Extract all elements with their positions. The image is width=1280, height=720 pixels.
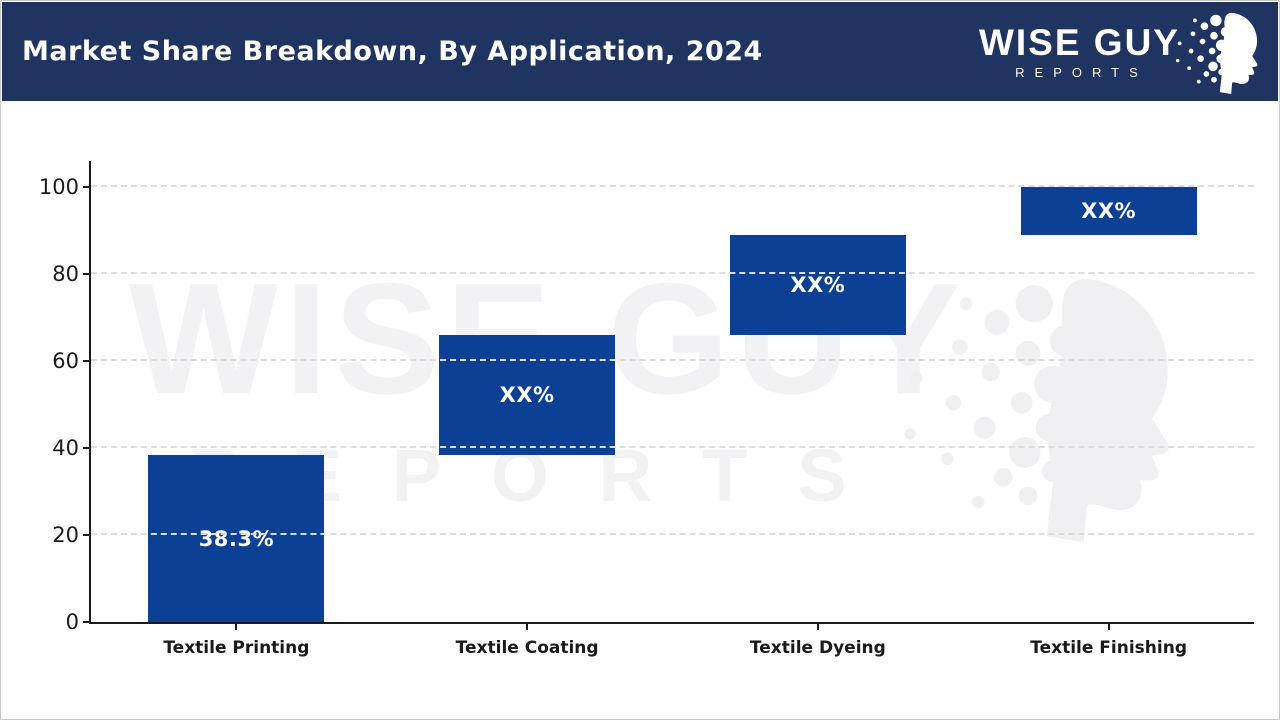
page-title: Market Share Breakdown, By Application, … [22,36,763,67]
y-tick-mark-40 [83,447,91,450]
x-tick-label-textile-coating: Textile Coating [455,638,599,658]
brand-head-icon [1175,12,1258,94]
y-tick-mark-20 [83,534,91,537]
gridline-80 [91,272,1254,275]
y-tick-label-20: 20 [52,523,79,548]
y-tick-mark-60 [83,360,91,363]
x-tick-label-textile-printing: Textile Printing [163,638,310,658]
brand-subname: REPORTS [1015,64,1148,80]
y-tick-label-100: 100 [38,175,79,200]
x-tick-mark-textile-printing [235,622,238,630]
gridline-100 [91,185,1254,188]
bar-value-label-textile-coating: XX% [499,383,555,408]
header-bar: Market Share Breakdown, By Application, … [2,2,1278,101]
x-tick-mark-textile-dyeing [816,622,819,630]
y-tick-label-80: 80 [52,262,79,287]
bar-textile-printing: 38.3% [148,455,325,622]
brand-name: WISE GUY [978,21,1180,63]
gridline-20 [91,533,1254,536]
y-tick-label-40: 40 [52,436,79,461]
y-tick-label-0: 0 [65,610,79,634]
y-tick-mark-80 [83,273,91,276]
bar-value-label-textile-printing: 38.3% [198,526,275,551]
x-tick-mark-textile-finishing [1107,622,1110,630]
bar-textile-finishing: XX% [1020,187,1197,235]
y-tick-mark-100 [83,186,91,189]
brand-logo: WISE GUY REPORTS [979,2,1268,101]
x-tick-label-textile-finishing: Textile Finishing [1030,638,1188,658]
bar-value-label-textile-dyeing: XX% [790,272,846,297]
y-tick-label-60: 60 [52,349,79,374]
gridline-60 [91,359,1254,362]
plot-area: 0 20 40 60 80 100 38.3% Textile Printing XX% Text… [39,161,1254,658]
bar-value-label-textile-finishing: XX% [1081,199,1137,224]
gridline-40 [91,446,1254,449]
brand-logo-text: WISE GUY REPORTS [979,24,1180,80]
bar-textile-coating: XX% [439,334,616,456]
y-tick-mark-0 [83,621,91,623]
x-tick-mark-textile-coating [526,622,529,630]
bar-textile-dyeing: XX% [729,234,906,335]
x-tick-label-textile-dyeing: Textile Dyeing [749,638,886,658]
